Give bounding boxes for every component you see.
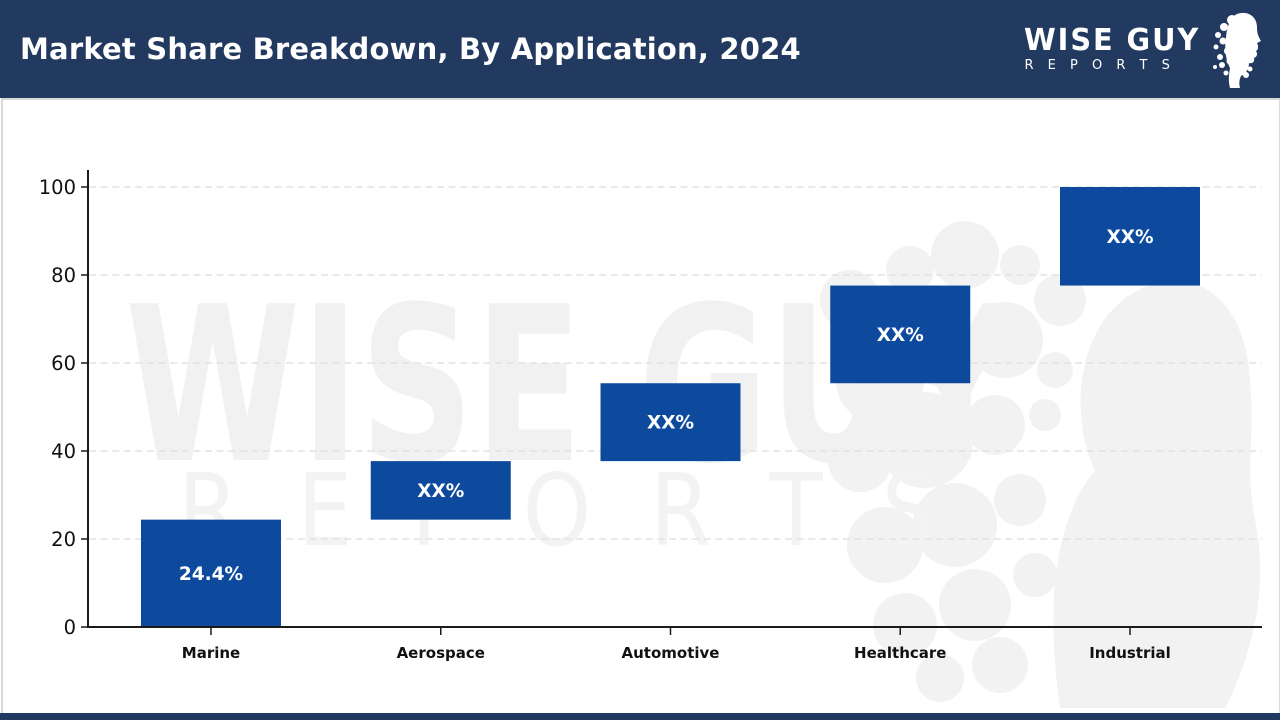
bar-aerospace (370, 461, 511, 520)
bar-industrial (1060, 187, 1200, 286)
x-category-label: Healthcare (854, 644, 946, 662)
y-tick-label: 0 (64, 616, 76, 639)
watermark-head-silhouette (1053, 280, 1261, 708)
watermark-subtitle: R E P O R T S (178, 453, 953, 569)
y-tick-label: 80 (51, 264, 76, 287)
footer-bar (0, 713, 1280, 720)
wise-guy-reports-logo: WISE GUY R E P O R T S (1024, 9, 1280, 89)
x-category-label: Automotive (622, 644, 720, 662)
axes: 0 20 40 60 80 100 Marine Aerospace Automotive Hea… (39, 170, 1262, 662)
logo-subtitle: R E P O R T S (1024, 58, 1175, 74)
x-category-label: Aerospace (397, 644, 485, 662)
x-category-label: Industrial (1089, 644, 1171, 662)
logo-text: WISE GUY R E P O R T S (1024, 25, 1208, 74)
y-tick-label: 60 (51, 352, 76, 375)
bar-value-label: XX% (1106, 227, 1153, 248)
bars: 24.4% XX% XX% XX% XX% (141, 187, 1200, 627)
header-bar: Market Share Breakdown, By Application, … (0, 0, 1280, 98)
bar-healthcare (830, 285, 971, 384)
bar-marine (141, 519, 281, 627)
bar-automotive (600, 383, 741, 462)
dotted-head-icon (1213, 12, 1261, 88)
bar-value-label: 24.4% (179, 564, 243, 585)
watermark-layer: WISE GUY R E P O R T S (125, 221, 1261, 708)
y-tick-label: 40 (51, 440, 76, 463)
page-title: Market Share Breakdown, By Application, … (20, 32, 801, 66)
y-tick-label: 100 (39, 176, 76, 199)
bar-value-label: XX% (417, 481, 464, 502)
bar-value-label: XX% (647, 413, 694, 434)
y-tick-label: 20 (51, 528, 76, 551)
bar-value-label: XX% (877, 325, 924, 346)
x-category-label: Marine (182, 644, 240, 662)
logo-wordmark: WISE GUY (1024, 22, 1201, 58)
